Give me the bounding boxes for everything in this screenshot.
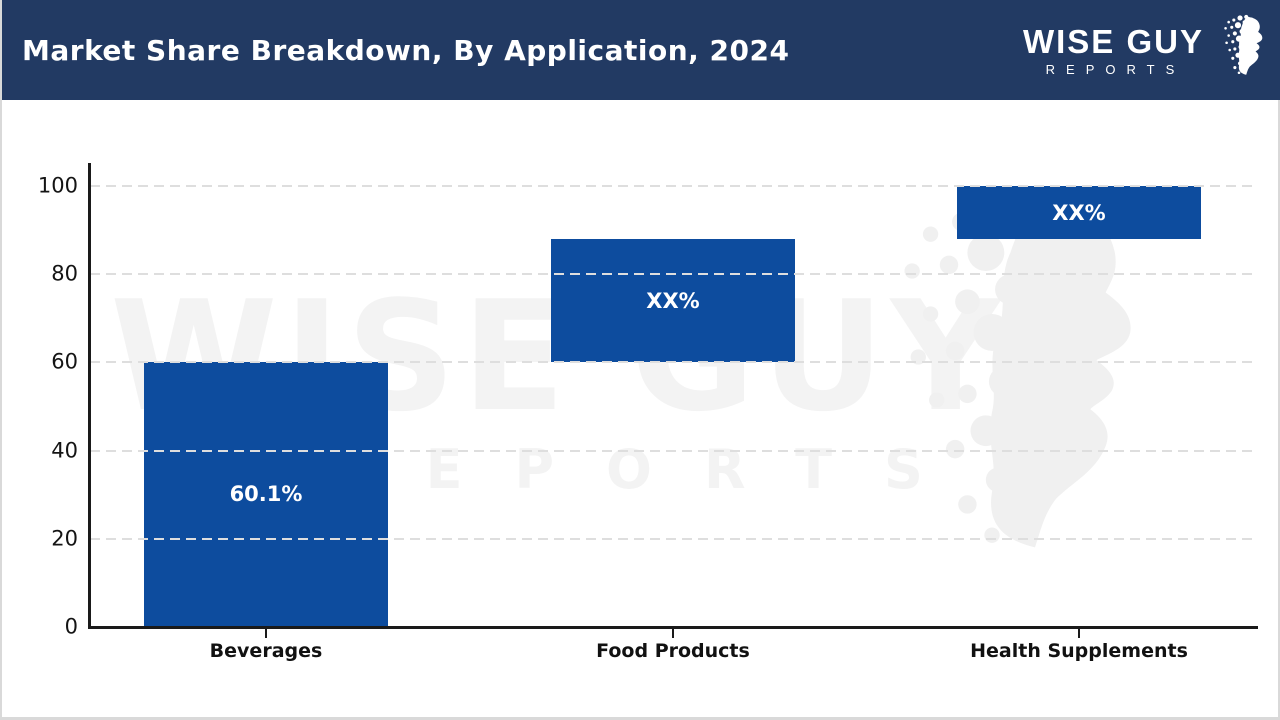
bar xyxy=(144,361,388,627)
bar xyxy=(551,239,795,362)
y-tick-label: 100 xyxy=(37,173,78,198)
x-category-label: Health Supplements xyxy=(970,640,1188,662)
bar xyxy=(957,186,1201,240)
y-tick-label: 80 xyxy=(51,261,78,286)
gridline xyxy=(90,361,1255,364)
logo-wordmark: WISE GUY xyxy=(1022,22,1204,60)
gridline xyxy=(90,273,1255,276)
logo-text: WISE GUY REPORTS xyxy=(1023,25,1204,76)
x-axis-line xyxy=(88,626,1258,629)
logo-head-icon xyxy=(1224,14,1263,75)
header: Market Share Breakdown, By Application, … xyxy=(2,0,1280,100)
y-tick-label: 60 xyxy=(51,349,78,374)
bar-value-label: XX% xyxy=(1052,200,1106,225)
y-tick-label: 0 xyxy=(64,614,78,639)
gridline xyxy=(90,449,1255,452)
x-tick xyxy=(672,629,674,638)
logo: WISE GUY REPORTS xyxy=(1023,11,1270,89)
logo-reports-label: REPORTS xyxy=(1045,61,1186,77)
x-category-label: Beverages xyxy=(209,640,323,662)
y-axis-line xyxy=(88,163,91,629)
page-title: Market Share Breakdown, By Application, … xyxy=(22,33,790,67)
x-tick xyxy=(265,629,267,638)
y-tick-label: 40 xyxy=(51,438,78,463)
gridline xyxy=(90,537,1255,540)
y-tick-label: 20 xyxy=(51,526,78,551)
bar-value-label: XX% xyxy=(646,288,700,313)
bar-value-label: 60.1% xyxy=(229,482,303,507)
gridline xyxy=(90,185,1255,187)
watermark-reports-text: REPORTS xyxy=(332,438,975,501)
x-category-label: Food Products xyxy=(596,640,750,662)
x-tick xyxy=(1078,629,1080,638)
